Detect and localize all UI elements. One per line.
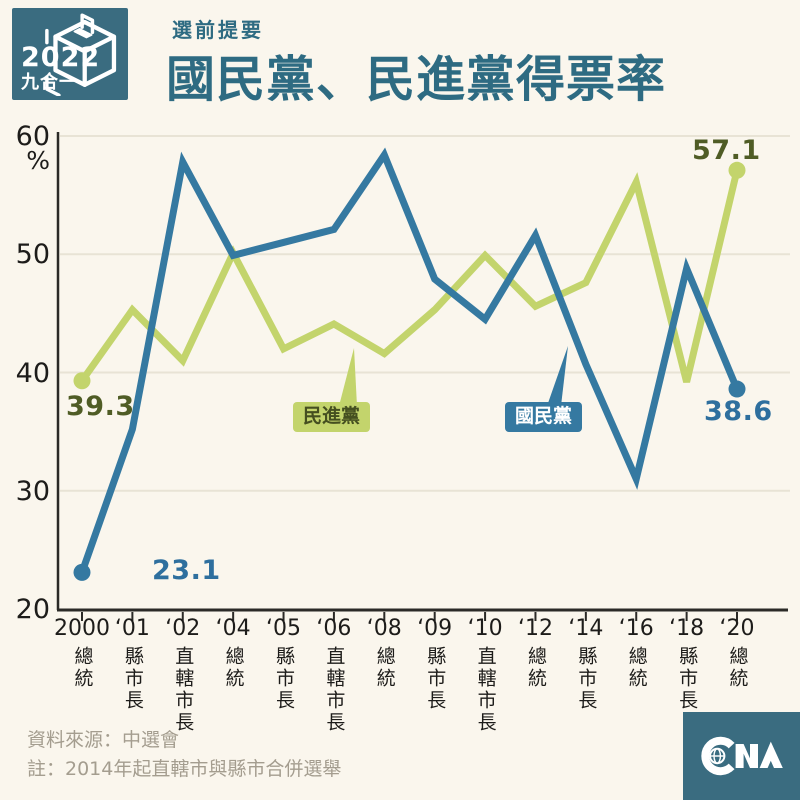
y-tick-label-50: 50: [15, 239, 50, 271]
gridlines: [56, 132, 790, 621]
x-label-year: ‘09: [417, 616, 453, 641]
x-label-year: ‘16: [618, 616, 654, 641]
ballot-box-icon: [45, 13, 117, 96]
y-tick-label-30: 30: [15, 475, 50, 507]
x-label-type: 總統: [71, 646, 94, 690]
y-tick-label-40: 40: [15, 357, 50, 389]
x-label-type: 縣市長: [575, 646, 598, 712]
x-label-type: 總統: [625, 646, 648, 690]
x-label-type: 總統: [726, 646, 749, 690]
method-note: 註：2014年起直轄市與縣市合併選舉: [27, 758, 342, 781]
dpp-pointer: [339, 348, 357, 406]
y-tick-label-20: 20: [15, 594, 50, 625]
x-label-year: ‘08: [366, 616, 402, 641]
series-line-dpp: [79, 169, 741, 383]
x-label-type: 縣市長: [676, 646, 699, 712]
legend-kmt: 國民黨: [505, 402, 583, 432]
x-label-type: 直轄市長: [172, 646, 195, 734]
badge-label: 九合一: [21, 72, 78, 93]
y-tick-label-60: 60: [15, 121, 50, 152]
endpoint-dot: [728, 161, 746, 179]
endpoint-dot: [73, 372, 91, 390]
cna-logo-glyph: [700, 736, 783, 776]
x-label-type: 縣市長: [424, 646, 447, 712]
series-line-kmt: [78, 147, 741, 574]
y-axis-unit: %: [26, 146, 50, 175]
endpoint-dot: [73, 563, 91, 581]
footer: 資料來源：中選會 註：2014年起直轄市與縣市合併選舉: [27, 726, 341, 785]
source-note: 資料來源：中選會: [27, 729, 180, 751]
x-label-year: ‘02: [165, 616, 201, 641]
value-label-kmt-2020: 38.6: [704, 396, 773, 427]
kicker: 選前提要: [172, 18, 264, 42]
x-label-type: 直轄市長: [474, 646, 497, 734]
badge-year: 2022: [21, 42, 101, 73]
x-label-year: ‘06: [316, 616, 352, 641]
x-label-year: ‘20: [719, 616, 755, 641]
x-label-type: 縣市長: [121, 646, 144, 712]
event-badge-text: 2022 九合一: [21, 44, 100, 92]
x-label-type: 縣市長: [273, 646, 296, 712]
x-label-year: ‘10: [467, 616, 503, 641]
page-title: 國民黨、民進黨得票率: [166, 50, 667, 108]
x-label-year: ‘14: [568, 616, 604, 641]
x-label-type: 總統: [373, 646, 396, 690]
data-lines: [73, 147, 746, 581]
x-label-type: 直轄市長: [323, 646, 346, 734]
event-badge: 2022 九合一: [12, 8, 128, 100]
x-label-type: 總統: [222, 646, 245, 690]
x-label-year: 2000: [54, 616, 110, 641]
cna-logo: [683, 712, 800, 800]
endpoint-dot: [728, 380, 746, 398]
value-label-dpp-2020: 57.1: [692, 135, 761, 166]
x-label-year: ‘12: [517, 616, 553, 641]
legend-dpp: 民進黨: [293, 402, 371, 432]
x-label-type: 總統: [524, 646, 547, 690]
x-label-year: ‘18: [669, 616, 705, 641]
x-label-year: ‘01: [114, 616, 150, 641]
value-label-kmt-2000: 23.1: [152, 555, 221, 586]
kmt-pointer: [547, 346, 568, 406]
x-label-year: ‘05: [266, 616, 302, 641]
value-label-dpp-2000: 39.3: [66, 391, 135, 422]
x-label-year: ‘04: [215, 616, 251, 641]
